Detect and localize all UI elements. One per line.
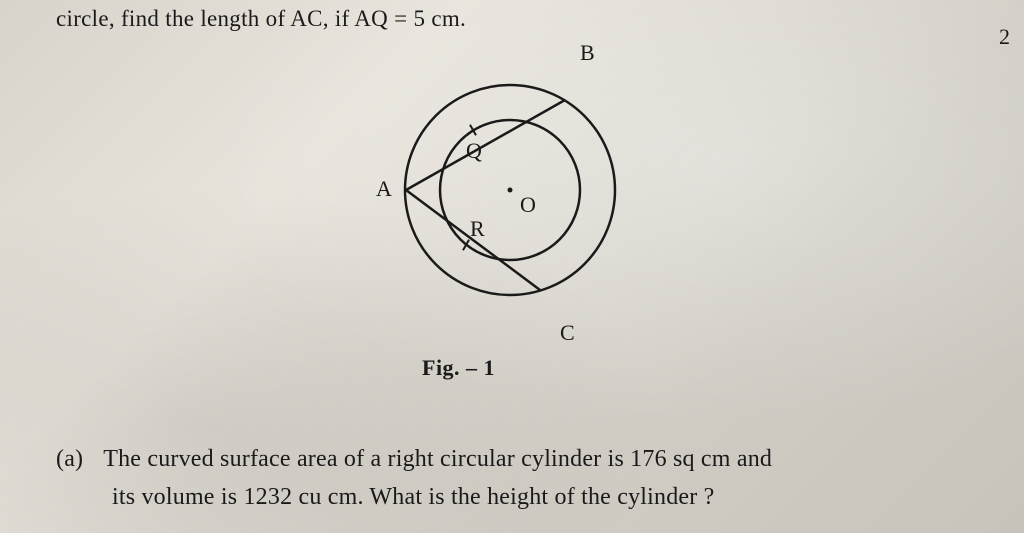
- label-r: R: [470, 216, 485, 241]
- question-a-label: (a): [56, 440, 83, 478]
- center-dot: [508, 188, 513, 193]
- figure-caption: Fig. – 1: [422, 355, 495, 381]
- figure-1: A B C Q R O: [340, 40, 680, 360]
- question-a-line2: its volume is 1232 cu cm. What is the he…: [112, 484, 715, 510]
- label-o: O: [520, 192, 536, 217]
- label-q: Q: [466, 138, 482, 163]
- line-ab: [406, 100, 565, 190]
- label-c: C: [560, 320, 575, 345]
- question-a-line1: The curved surface area of a right circu…: [103, 446, 772, 472]
- label-b: B: [580, 40, 595, 65]
- question-a: (a) The curved surface area of a right ci…: [56, 440, 984, 517]
- page-margin-number: 2: [999, 24, 1010, 50]
- label-a: A: [376, 176, 392, 201]
- circle-diagram-svg: A B C Q R O: [340, 40, 680, 360]
- page-content: circle, find the length of AC, if AQ = 5…: [0, 0, 1024, 533]
- top-question-text: circle, find the length of AC, if AQ = 5…: [56, 6, 466, 32]
